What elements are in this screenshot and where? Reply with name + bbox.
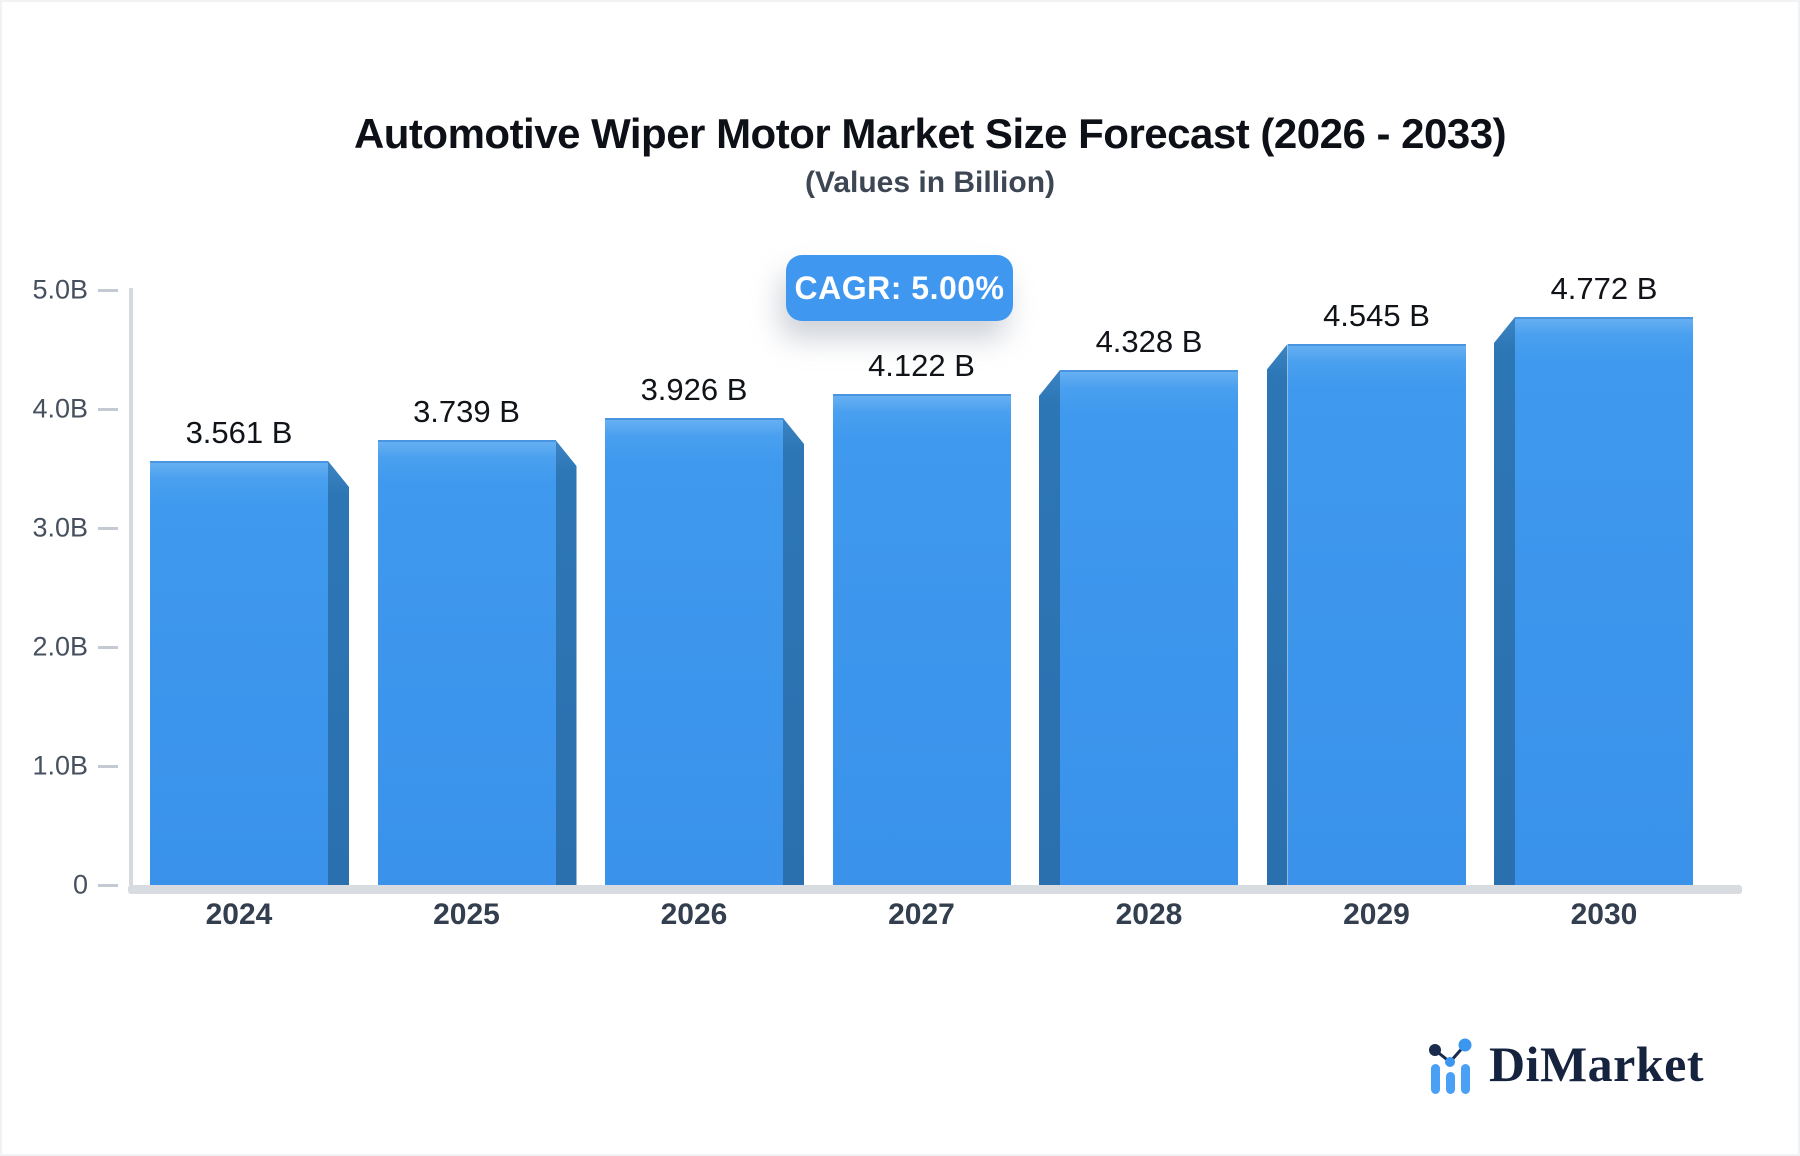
bar-value-label: 4.772 B	[1550, 271, 1658, 306]
bar-2028	[1060, 370, 1238, 885]
bar-value-label: 4.328 B	[1095, 324, 1203, 359]
bar-2027	[832, 394, 1011, 885]
bar-side-face	[1494, 317, 1515, 885]
bar-side-face	[783, 418, 804, 885]
y-axis-tick	[98, 645, 118, 649]
brand-name: DiMarket	[1488, 1036, 1704, 1092]
bar-side-face	[1039, 370, 1060, 885]
y-axis-label: 4.0B	[32, 393, 88, 424]
bar-value-label: 3.926 B	[640, 372, 748, 407]
bar-2029	[1287, 344, 1466, 885]
bar-2024	[150, 461, 328, 885]
bar-2025	[377, 440, 556, 885]
brand-logo: DiMarket	[1425, 1028, 1704, 1100]
bar-chart-with-dots-icon	[1428, 1038, 1472, 1094]
y-axis-tick	[98, 407, 118, 411]
y-axis-label: 1.0B	[32, 750, 88, 781]
y-axis-label: 5.0B	[32, 274, 88, 305]
bar-value-label: 4.545 B	[1323, 298, 1430, 333]
page-subtitle: (Values in Billion)	[804, 166, 1056, 199]
bar-value-label: 3.561 B	[185, 415, 293, 450]
x-axis-label: 2024	[205, 898, 273, 931]
x-axis-label: 2026	[660, 898, 728, 931]
x-axis-label: 2027	[888, 898, 955, 931]
y-axis-label: 3.0B	[32, 512, 88, 543]
x-axis-label: 2029	[1343, 898, 1410, 931]
y-axis-tick	[98, 526, 118, 530]
y-axis-label: 0	[72, 869, 88, 900]
y-axis-tick	[98, 288, 118, 292]
page-title: Automotive Wiper Motor Market Size Forec…	[353, 110, 1507, 157]
bar-2026	[605, 418, 783, 885]
y-axis-tick	[98, 764, 118, 768]
x-axis-label: 2025	[433, 898, 500, 931]
bar-side-face	[328, 461, 349, 885]
y-axis-line	[129, 288, 133, 885]
cagr-badge: CAGR: 5.00%	[786, 255, 1013, 321]
bar-2030	[1515, 317, 1693, 885]
bar-side-face	[1266, 344, 1288, 885]
bar-value-label: 4.122 B	[868, 348, 975, 383]
x-axis-label: 2028	[1115, 898, 1183, 931]
x-axis-label: 2030	[1570, 898, 1638, 931]
y-axis-tick	[98, 883, 118, 887]
bar-side-face	[555, 440, 577, 885]
y-axis-label: 2.0B	[32, 631, 88, 662]
bar-value-label: 3.739 B	[413, 394, 520, 429]
x-axis-line	[128, 885, 1742, 894]
